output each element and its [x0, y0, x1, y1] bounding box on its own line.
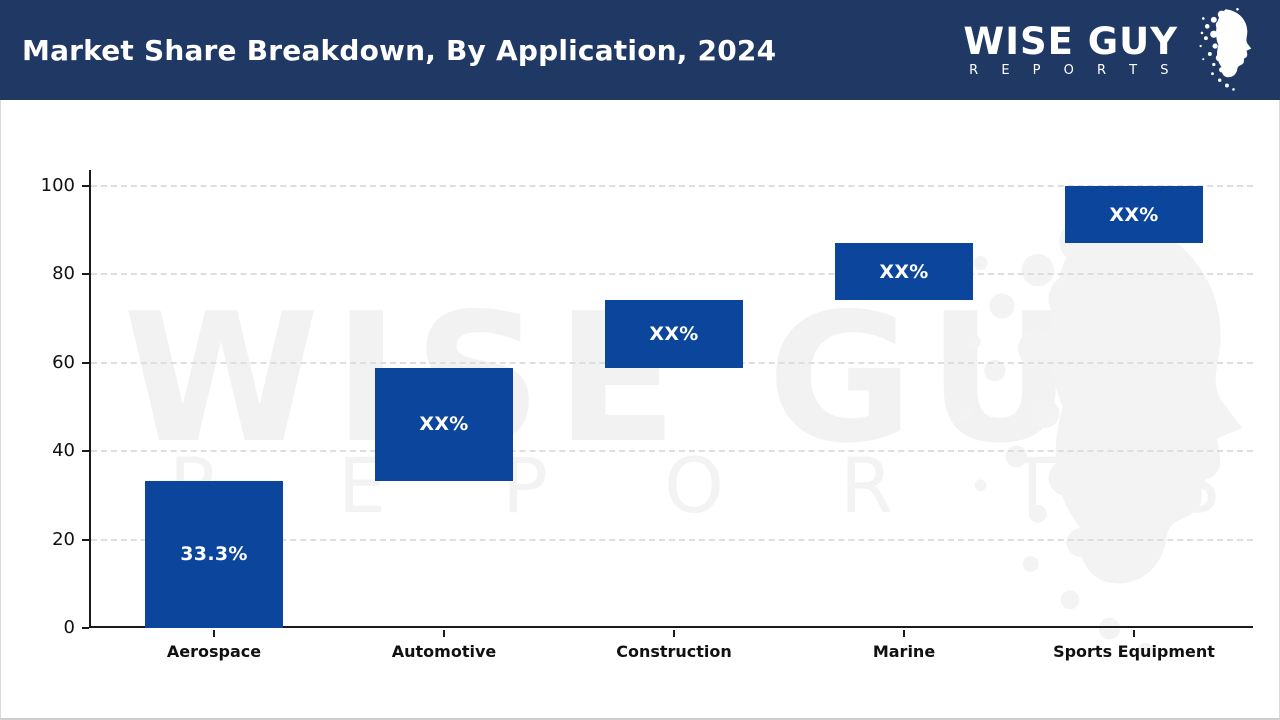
brand-subtitle: R E P O R T S [969, 62, 1178, 78]
gridline-20 [91, 538, 1253, 541]
brand-name: WISE GUY [963, 19, 1178, 63]
x-tick-mark-aerospace [213, 630, 215, 637]
page-title: Market Share Breakdown, By Application, … [22, 33, 777, 67]
x-tick-label-sports-equipment: Sports Equipment [1053, 642, 1215, 661]
brand-face-icon [1180, 4, 1266, 96]
y-tick-label-80: 80 [52, 263, 75, 285]
bar-value-label: XX% [419, 413, 469, 436]
y-tick-label-0: 0 [63, 617, 75, 638]
x-tick-mark-sports-equipment [1133, 630, 1135, 637]
bar-value-label: XX% [879, 260, 929, 283]
bar-value-label: 33.3% [180, 543, 248, 566]
y-tick-label-20: 20 [52, 528, 75, 550]
x-tick-label-automotive: Automotive [391, 642, 497, 661]
gridline-100 [91, 185, 1253, 187]
y-tick-mark-40 [82, 450, 89, 453]
bar-value-label: XX% [649, 323, 699, 346]
bar-sports-equipment: XX% [1065, 186, 1203, 244]
bar-marine: XX% [835, 243, 973, 301]
x-tick-label-marine: Marine [872, 642, 936, 661]
y-tick-label-40: 40 [52, 440, 75, 462]
y-tick-mark-20 [82, 538, 89, 541]
gridline-40 [91, 450, 1253, 453]
brand-text: WISE GUY R E P O R T S [963, 23, 1178, 78]
y-tick-mark-100 [82, 185, 89, 187]
bar-aerospace: 33.3% [145, 480, 283, 628]
plot: 0 20 40 60 80 100 33.3% Aerospace XX% Automotive X… [41, 170, 1253, 661]
header: Market Share Breakdown, By Application, … [0, 0, 1280, 100]
gridline-80 [91, 273, 1253, 276]
brand-logo: WISE GUY R E P O R T S [963, 4, 1280, 96]
y-tick-label-100: 100 [40, 175, 75, 196]
x-tick-label-construction: Construction [616, 642, 732, 661]
x-tick-mark-construction [673, 630, 675, 637]
bar-construction: XX% [605, 300, 743, 369]
chart-area: WISE GUY R E P O R T S 0 20 40 60 80 100 33.3%… [0, 100, 1280, 720]
y-tick-mark-0 [82, 627, 89, 629]
x-tick-mark-marine [903, 630, 905, 637]
y-tick-mark-60 [82, 361, 89, 364]
bar-automotive: XX% [375, 368, 513, 481]
x-tick-label-aerospace: Aerospace [166, 642, 262, 661]
y-tick-label-60: 60 [52, 351, 75, 373]
x-tick-mark-automotive [443, 630, 445, 637]
y-tick-mark-80 [82, 273, 89, 276]
bar-value-label: XX% [1109, 203, 1159, 226]
